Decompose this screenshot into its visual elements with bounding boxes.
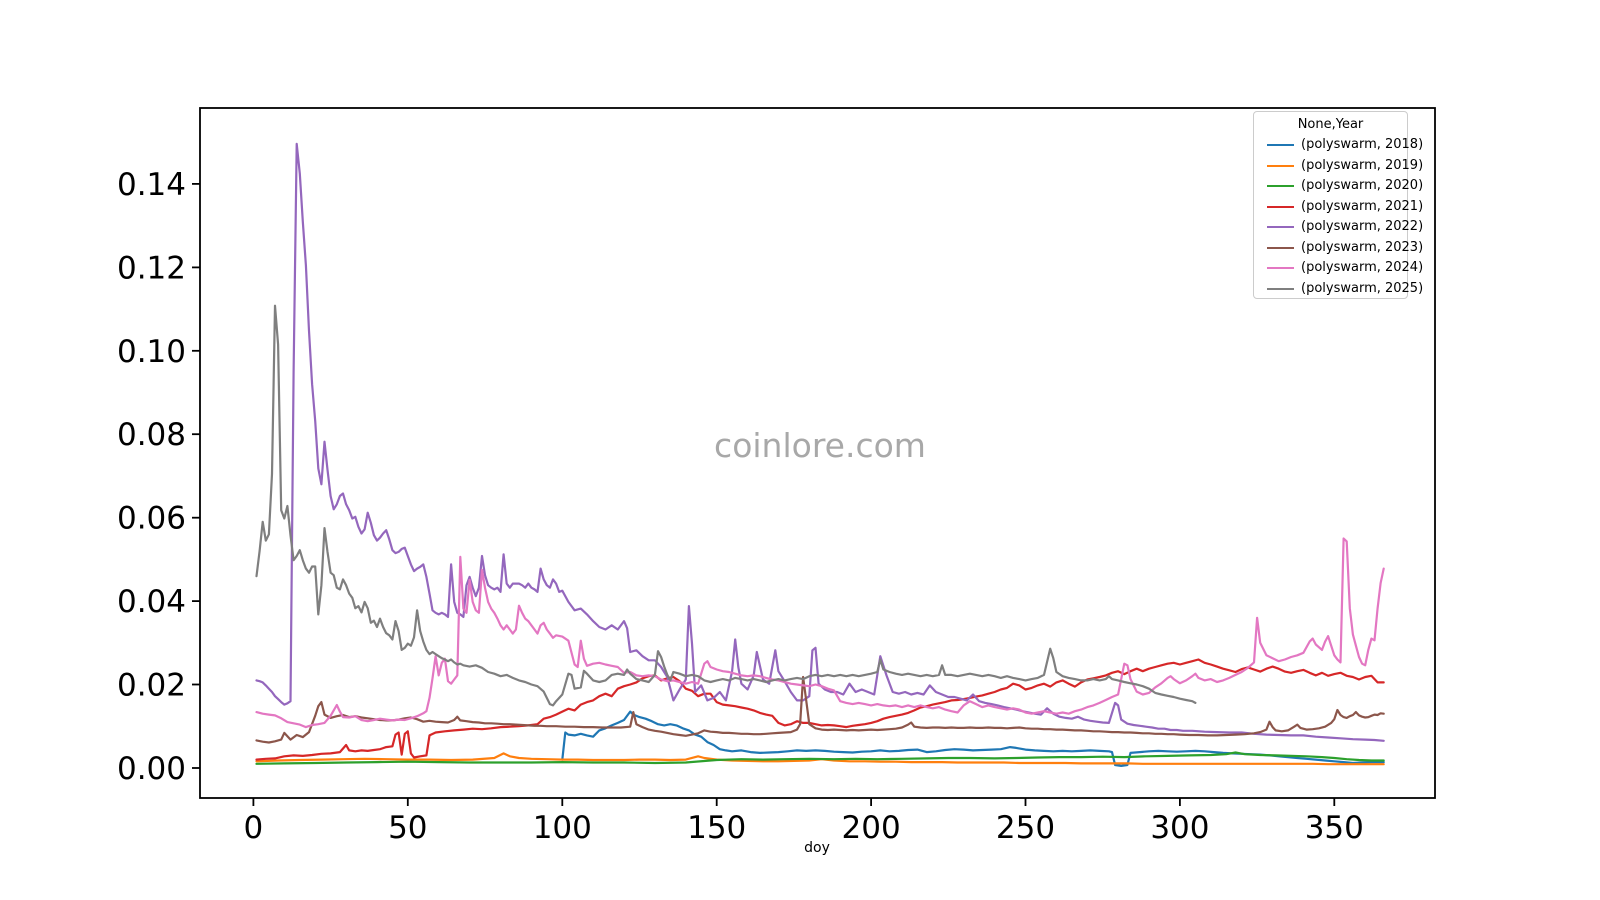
x-tick-label: 50 <box>388 810 427 846</box>
legend-item: (polyswarm, 2021) <box>1260 197 1423 218</box>
y-tick-label: 0.06 <box>117 501 186 537</box>
legend-line-swatch <box>1267 205 1294 208</box>
series-line-2024 <box>255 537 1385 729</box>
y-axis-ticks: 0.00 0.02 0.04 0.06 0.08 0.10 0.12 0.14 <box>117 167 200 787</box>
series-line-2022 <box>255 142 1385 742</box>
y-tick-label: 0.04 <box>117 584 186 620</box>
y-tick-label: 0.12 <box>117 250 186 286</box>
series-line-2025 <box>255 304 1197 707</box>
legend-line-swatch <box>1267 226 1294 229</box>
x-tick-label: 100 <box>533 810 592 846</box>
y-tick-label: 0.10 <box>117 334 186 370</box>
x-tick-label: 200 <box>842 810 901 846</box>
y-tick-label: 0.00 <box>117 751 186 787</box>
legend-item-label: (polyswarm, 2019) <box>1301 157 1424 173</box>
series-line-2020 <box>255 751 1385 765</box>
x-tick-label: 350 <box>1305 810 1364 846</box>
legend-line-swatch <box>1267 185 1294 188</box>
x-axis-ticks: 0 50 100 150 200 250 300 350 <box>244 798 1364 846</box>
plot-area-border <box>199 107 1436 799</box>
legend-item-label: (polyswarm, 2020) <box>1301 178 1424 193</box>
y-tick-label: 0.08 <box>117 417 186 453</box>
series-line-2019 <box>255 752 1385 766</box>
legend-item: (polyswarm, 2018) <box>1260 135 1423 156</box>
y-tick-label: 0.02 <box>117 668 186 704</box>
legend-item-label: (polyswarm, 2021) <box>1301 198 1424 214</box>
x-axis-title: doy <box>804 840 830 856</box>
legend: None,Year (polyswarm, 2018) (polyswarm, 2… <box>1253 111 1423 300</box>
legend-item-label: (polyswarm, 2018) <box>1301 137 1424 152</box>
legend-entries: (polyswarm, 2018) (polyswarm, 2019) (polys… <box>1260 135 1423 300</box>
legend-item-label: (polyswarm, 2025) <box>1301 280 1424 296</box>
series-lines <box>255 142 1385 768</box>
y-tick-label: 0.14 <box>117 167 186 203</box>
legend-line-swatch <box>1267 144 1294 147</box>
x-tick-label: 150 <box>687 810 746 846</box>
legend-item: (polyswarm, 2023) <box>1260 238 1423 259</box>
legend-item: (polyswarm, 2020) <box>1260 176 1423 197</box>
legend-item: (polyswarm, 2022) <box>1260 217 1423 238</box>
legend-item-label: (polyswarm, 2024) <box>1301 260 1424 275</box>
legend-line-swatch <box>1267 164 1294 167</box>
x-tick-label: 0 <box>244 810 264 846</box>
series-line-2021 <box>255 658 1385 761</box>
legend-line-swatch <box>1267 246 1294 249</box>
legend-item-label: (polyswarm, 2023) <box>1301 239 1424 255</box>
watermark-text: coinlore.com <box>714 426 926 465</box>
legend-item: (polyswarm, 2019) <box>1260 156 1423 177</box>
x-tick-label: 250 <box>996 810 1055 846</box>
legend-item: (polyswarm, 2025) <box>1260 279 1423 300</box>
series-line-2023 <box>255 675 1385 744</box>
legend-item: (polyswarm, 2024) <box>1260 258 1423 279</box>
x-tick-label: 300 <box>1150 810 1209 846</box>
legend-line-swatch <box>1267 267 1294 270</box>
legend-title: None,Year <box>1297 117 1364 132</box>
legend-line-swatch <box>1267 287 1294 290</box>
series-line-2018 <box>561 710 1385 768</box>
legend-item-label: (polyswarm, 2022) <box>1301 219 1424 234</box>
